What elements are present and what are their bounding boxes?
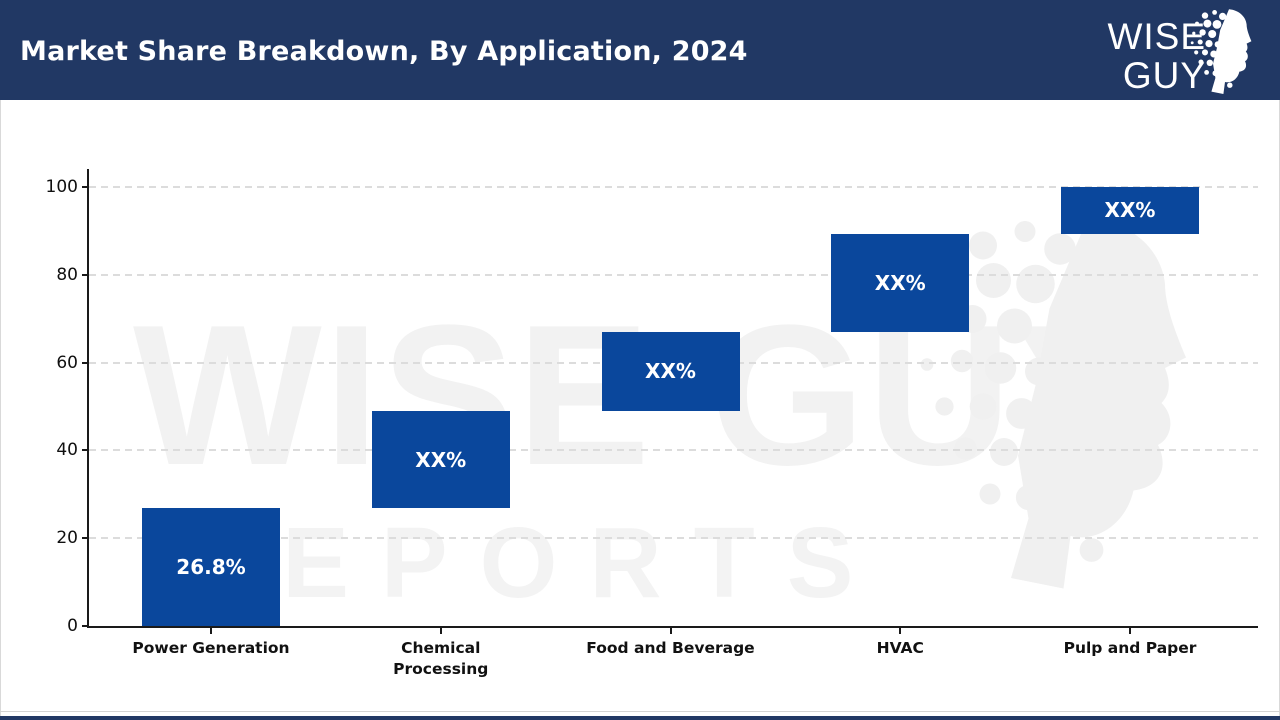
x-tick-2 xyxy=(669,628,672,634)
x-axis-spine xyxy=(87,626,1258,628)
footer-hairline xyxy=(0,711,1280,712)
y-tick-label-20: 20 xyxy=(56,528,78,549)
x-category-label: Food and Beverage xyxy=(586,639,755,657)
watermark-reports-text: REPORTS xyxy=(178,507,886,619)
y-axis-spine xyxy=(87,169,89,628)
gridline-100 xyxy=(89,186,1258,188)
y-tick-label-100: 100 xyxy=(45,177,78,197)
left-border xyxy=(0,100,1,717)
x-category-label: Pulp and Paper xyxy=(1063,639,1197,657)
y-tick-20 xyxy=(82,537,89,540)
gridline-80 xyxy=(89,273,1258,276)
y-tick-label-0: 0 xyxy=(67,616,78,636)
y-tick-100 xyxy=(82,186,89,188)
brand-subname: REPORTS xyxy=(1075,97,1206,112)
wise-guy-face-icon xyxy=(1190,9,1252,94)
y-tick-80 xyxy=(82,273,89,276)
x-category-label: Power Generation xyxy=(132,639,290,657)
bar-chemical-processing: XX% xyxy=(371,410,510,509)
x-tick-1 xyxy=(439,628,442,634)
y-tick-60 xyxy=(82,361,89,364)
brand-logo: WISE GUY REPORTS xyxy=(1018,0,1268,112)
bar-hvac: XX% xyxy=(831,233,970,332)
bar-value-label: XX% xyxy=(645,359,696,384)
bar-value-label: XX% xyxy=(874,270,926,295)
gridline-40 xyxy=(89,449,1258,452)
x-category-label: Chemical Processing xyxy=(393,639,489,678)
chart-title: Market Share Breakdown, By Application, … xyxy=(20,36,748,67)
y-tick-label-40: 40 xyxy=(56,440,78,461)
bar-value-label: XX% xyxy=(1104,198,1156,223)
x-tick-4 xyxy=(1129,628,1131,634)
footer-band xyxy=(0,716,1280,720)
header-band: Market Share Breakdown, By Application, … xyxy=(0,0,1280,112)
y-tick-label-60: 60 xyxy=(56,352,78,373)
brand-name: WISE GUY xyxy=(1107,16,1206,96)
gridline-20 xyxy=(89,537,1258,540)
bar-pulp-and-paper: XX% xyxy=(1061,187,1199,234)
x-tick-0 xyxy=(210,628,212,634)
bar-value-label: 26.8% xyxy=(176,555,246,580)
x-category-label: HVAC xyxy=(876,639,924,657)
brand-logo-text: WISE GUY REPORTS xyxy=(1018,16,1206,112)
y-tick-40 xyxy=(82,449,89,452)
y-tick-label-80: 80 xyxy=(56,264,78,285)
bar-food-and-beverage: XX% xyxy=(601,331,740,411)
x-tick-3 xyxy=(899,628,902,634)
chart-canvas: WISE GUY REPORTS 0 20 40 60 80 100 26.8% Power … xyxy=(0,100,1280,720)
y-tick-0 xyxy=(82,625,89,627)
bar-value-label: XX% xyxy=(415,447,467,472)
bar-power-generation: 26.8% xyxy=(142,508,280,626)
